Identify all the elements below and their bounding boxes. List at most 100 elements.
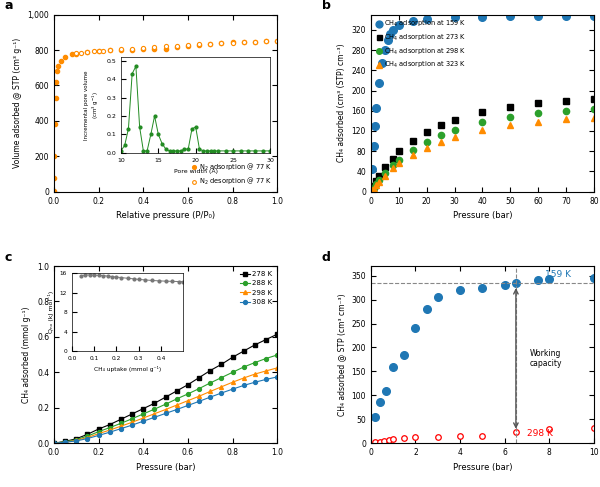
CH$_4$ adsorption at 159 K <box>563 13 570 19</box>
CH$_4$ adsorption at 298 K <box>389 163 397 169</box>
278 K <box>62 438 69 444</box>
X-axis label: Pressure (bar): Pressure (bar) <box>452 211 512 220</box>
CH$_4$ adsorption at 273 K <box>395 149 403 154</box>
Text: a: a <box>5 0 13 12</box>
Y-axis label: CH₄ adsorbed (mmol g⁻¹): CH₄ adsorbed (mmol g⁻¹) <box>22 306 31 403</box>
N$_2$ adsorption @ 77 K <box>51 121 58 127</box>
288 K <box>184 391 191 397</box>
CH$_4$ adsorption at 273 K <box>381 165 388 170</box>
CH$_4$ adsorption at 273 K <box>423 129 430 135</box>
N$_2$ desorption @ 77 K <box>95 48 102 54</box>
N$_2$ adsorption @ 77 K <box>240 39 247 45</box>
CH$_4$ adsorption at 323 K <box>389 166 397 171</box>
298 K <box>229 379 236 385</box>
CH$_4$ adsorption at 273 K <box>376 172 383 178</box>
308 K <box>184 403 191 409</box>
N$_2$ desorption @ 77 K <box>77 50 85 56</box>
N$_2$ desorption @ 77 K <box>240 39 247 45</box>
N$_2$ adsorption @ 77 K <box>106 47 113 53</box>
N$_2$ adsorption @ 77 K <box>95 48 102 54</box>
159 K <box>434 294 442 300</box>
308 K <box>62 439 69 445</box>
298 K <box>372 439 379 445</box>
Legend: 278 K, 288 K, 298 K, 308 K: 278 K, 288 K, 298 K, 308 K <box>238 269 274 307</box>
N$_2$ adsorption @ 77 K <box>206 41 214 47</box>
298 K <box>184 398 191 404</box>
N$_2$ desorption @ 77 K <box>206 41 214 47</box>
278 K <box>240 348 247 354</box>
308 K <box>240 382 247 388</box>
CH$_4$ adsorption at 159 K <box>451 14 458 20</box>
Legend: CH$_4$ adsorption at 159 K, CH$_4$ adsorption at 273 K, CH$_4$ adsorption at 298: CH$_4$ adsorption at 159 K, CH$_4$ adsor… <box>374 18 468 72</box>
CH$_4$ adsorption at 159 K <box>387 31 394 37</box>
Text: Working
capacity: Working capacity <box>529 349 562 368</box>
298 K <box>385 437 392 443</box>
159 K <box>457 287 464 293</box>
308 K <box>229 386 236 392</box>
Line: CH$_4$ adsorption at 273 K: CH$_4$ adsorption at 273 K <box>368 96 597 193</box>
N$_2$ desorption @ 77 K <box>73 50 80 56</box>
278 K <box>106 422 113 428</box>
308 K <box>106 429 113 435</box>
N$_2$ adsorption @ 77 K <box>84 49 91 55</box>
288 K <box>274 352 281 358</box>
CH$_4$ adsorption at 323 K <box>451 134 458 140</box>
N$_2$ desorption @ 77 K <box>196 41 203 47</box>
Text: d: d <box>322 251 331 264</box>
288 K <box>73 437 80 443</box>
CH$_4$ adsorption at 159 K <box>376 80 383 86</box>
308 K <box>118 426 125 431</box>
298 K <box>218 384 225 390</box>
CH$_4$ adsorption at 323 K <box>395 160 403 166</box>
278 K <box>262 337 269 342</box>
CH$_4$ adsorption at 298 K <box>437 132 444 138</box>
CH$_4$ adsorption at 159 K <box>368 184 375 189</box>
N$_2$ desorption @ 77 K <box>84 49 91 55</box>
CH$_4$ adsorption at 298 K <box>451 127 458 133</box>
278 K <box>251 342 259 348</box>
298 K <box>162 407 169 412</box>
159 K <box>376 399 383 405</box>
298 K <box>380 438 388 444</box>
278 K <box>128 411 136 417</box>
308 K <box>251 379 259 385</box>
159 K <box>479 285 486 291</box>
278 K <box>218 361 225 367</box>
N$_2$ desorption @ 77 K <box>184 42 191 48</box>
308 K <box>206 394 214 400</box>
298 K <box>196 393 203 399</box>
CH$_4$ adsorption at 159 K <box>379 60 386 66</box>
298 K <box>140 415 147 421</box>
308 K <box>162 411 169 416</box>
298 K <box>389 436 397 442</box>
308 K <box>140 418 147 424</box>
288 K <box>151 406 158 412</box>
CH$_4$ adsorption at 298 K <box>479 119 486 125</box>
CH$_4$ adsorption at 273 K <box>368 186 376 192</box>
CH$_4$ adsorption at 159 K <box>409 18 416 23</box>
Line: CH$_4$ adsorption at 323 K: CH$_4$ adsorption at 323 K <box>368 115 597 194</box>
N$_2$ adsorption @ 77 K <box>73 51 80 56</box>
CH$_4$ adsorption at 298 K <box>370 185 377 190</box>
CH$_4$ adsorption at 159 K <box>389 27 397 33</box>
278 K <box>184 382 191 388</box>
308 K <box>173 407 181 412</box>
Line: 159 K: 159 K <box>371 274 598 421</box>
N$_2$ adsorption @ 77 K <box>229 39 236 45</box>
N$_2$ desorption @ 77 K <box>173 43 181 49</box>
N$_2$ desorption @ 77 K <box>251 38 259 44</box>
Y-axis label: CH₄ adsorbed @ STP (cm³ cm⁻³): CH₄ adsorbed @ STP (cm³ cm⁻³) <box>337 293 346 416</box>
288 K <box>240 364 247 370</box>
CH$_4$ adsorption at 298 K <box>423 139 430 145</box>
288 K <box>95 429 102 434</box>
288 K <box>128 416 136 422</box>
X-axis label: Relative pressure (P/P₀): Relative pressure (P/P₀) <box>116 211 215 220</box>
CH$_4$ adsorption at 159 K <box>381 47 388 53</box>
CH$_4$ adsorption at 323 K <box>409 152 416 158</box>
N$_2$ adsorption @ 77 K <box>52 95 59 101</box>
159 K <box>535 278 542 283</box>
159 K <box>546 277 553 282</box>
298 K <box>151 411 158 417</box>
N$_2$ desorption @ 77 K <box>100 48 107 54</box>
308 K <box>128 422 136 428</box>
